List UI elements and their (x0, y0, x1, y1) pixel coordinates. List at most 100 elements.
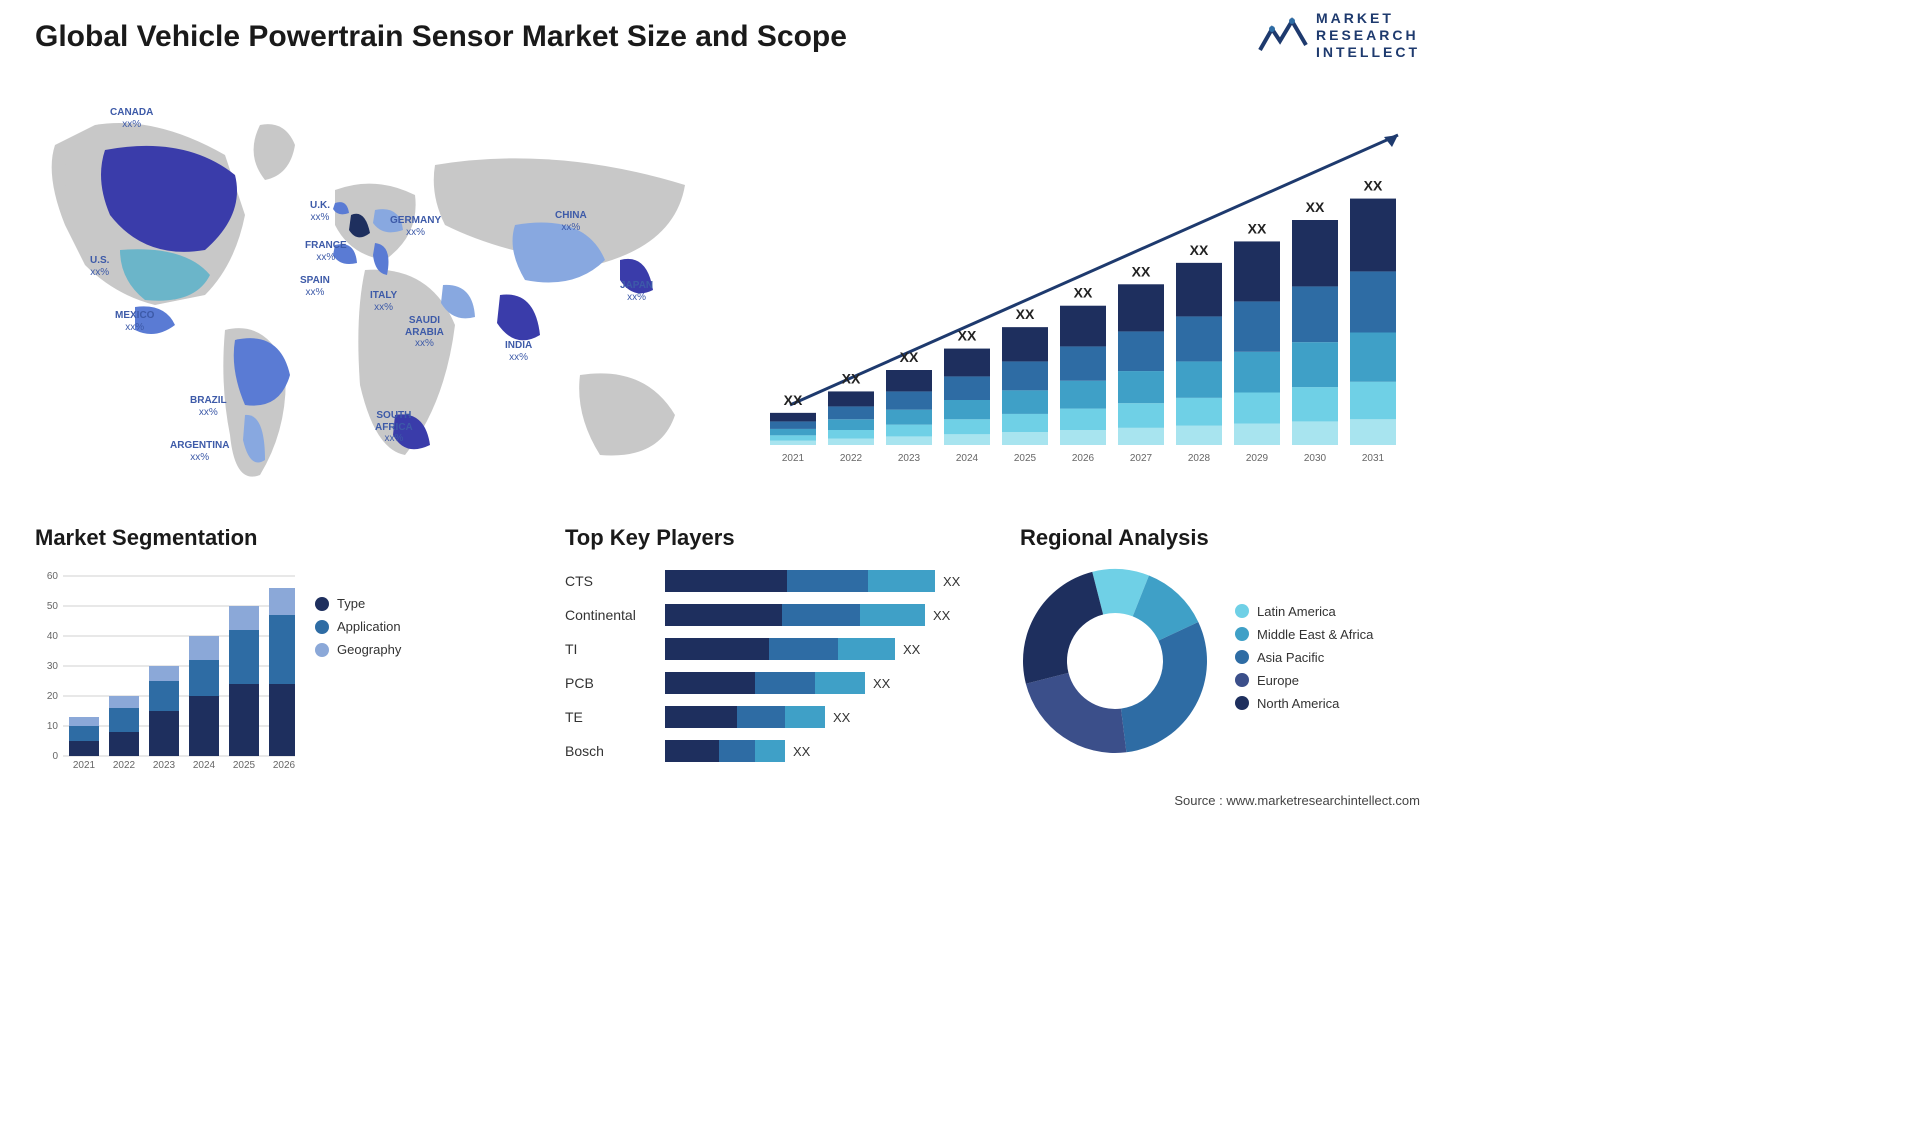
svg-text:60: 60 (47, 571, 59, 582)
map-label-canada: CANADAxx% (110, 107, 153, 130)
svg-text:2031: 2031 (1362, 453, 1385, 464)
map-label-brazil: BRAZILxx% (190, 395, 227, 418)
seg-legend-geography: Geography (315, 642, 401, 657)
player-bar (665, 672, 865, 694)
map-label-china: CHINAxx% (555, 210, 587, 233)
region-legend-europe: Europe (1235, 673, 1420, 688)
player-bar (665, 638, 895, 660)
svg-text:10: 10 (47, 721, 59, 732)
svg-text:XX: XX (1132, 263, 1151, 279)
regional-donut (1020, 566, 1210, 756)
svg-text:2026: 2026 (273, 760, 295, 771)
svg-text:2023: 2023 (153, 760, 176, 771)
player-row-bosch: Bosch XX (565, 736, 995, 766)
player-row-ti: TI XX (565, 634, 995, 664)
region-legend-latin-america: Latin America (1235, 604, 1420, 619)
svg-text:2030: 2030 (1304, 453, 1327, 464)
player-label: PCB (565, 675, 665, 691)
page-title: Global Vehicle Powertrain Sensor Market … (35, 20, 847, 54)
svg-text:XX: XX (1364, 178, 1383, 194)
svg-text:2026: 2026 (1072, 453, 1095, 464)
segmentation-chart: 0102030405060202120222023202420252026 (35, 566, 295, 776)
region-legend-asia-pacific: Asia Pacific (1235, 650, 1420, 665)
player-bar (665, 570, 935, 592)
svg-text:0: 0 (52, 751, 58, 762)
forecast-chart: 2021 XX 2022 XX 2023 XX 2024 XX 2025 XX 2026 XX 2027… (760, 95, 1420, 485)
logo-line3: INTELLECT (1316, 44, 1420, 61)
legend-dot-icon (315, 643, 329, 657)
player-label: TI (565, 641, 665, 657)
svg-text:2024: 2024 (193, 760, 216, 771)
svg-text:2021: 2021 (782, 453, 805, 464)
map-label-spain: SPAINxx% (300, 275, 330, 298)
map-svg (35, 95, 695, 495)
svg-text:20: 20 (47, 691, 59, 702)
player-label: Continental (565, 607, 665, 623)
svg-text:2029: 2029 (1246, 453, 1269, 464)
seg-legend-type: Type (315, 596, 401, 611)
source-label: Source : www.marketresearchintellect.com (1174, 793, 1420, 808)
svg-text:2022: 2022 (840, 453, 863, 464)
player-row-cts: CTSXX (565, 566, 995, 596)
players-panel: Top Key Players CTSXXContinentalXXTIXXPC… (565, 525, 995, 785)
map-label-india: INDIAxx% (505, 340, 532, 363)
segmentation-panel: Market Segmentation 01020304050602021202… (35, 525, 495, 785)
player-value: XX (873, 676, 890, 691)
legend-dot-icon (1235, 650, 1249, 664)
map-label-mexico: MEXICOxx% (115, 310, 154, 333)
svg-text:2027: 2027 (1130, 453, 1153, 464)
legend-dot-icon (1235, 627, 1249, 641)
region-legend-middle-east-africa: Middle East & Africa (1235, 627, 1420, 642)
svg-text:XX: XX (1016, 306, 1035, 322)
svg-text:XX: XX (900, 349, 919, 365)
svg-text:2024: 2024 (956, 453, 979, 464)
player-row-te: TE XX (565, 702, 995, 732)
regional-panel: Regional Analysis Latin AmericaMiddle Ea… (1020, 525, 1420, 785)
player-label: TE (565, 709, 665, 725)
legend-dot-icon (1235, 673, 1249, 687)
svg-text:2025: 2025 (1014, 453, 1037, 464)
seg-legend-application: Application (315, 619, 401, 634)
player-value: XX (903, 642, 920, 657)
player-bar (665, 604, 925, 626)
svg-text:2022: 2022 (113, 760, 136, 771)
svg-text:40: 40 (47, 631, 59, 642)
logo-line2: RESEARCH (1316, 27, 1420, 44)
map-label-argentina: ARGENTINAxx% (170, 440, 229, 463)
brand-logo: MARKET RESEARCH INTELLECT (1258, 10, 1420, 60)
map-label-germany: GERMANYxx% (390, 215, 441, 238)
svg-text:2028: 2028 (1188, 453, 1211, 464)
map-label-japan: JAPANxx% (620, 280, 653, 303)
player-value: XX (793, 744, 810, 759)
svg-text:30: 30 (47, 661, 59, 672)
region-legend-north-america: North America (1235, 696, 1420, 711)
players-chart: CTSXX Continental XX TI XX PCB XX TE XX Bosch XX (565, 566, 995, 766)
segmentation-title: Market Segmentation (35, 525, 495, 551)
svg-text:2025: 2025 (233, 760, 256, 771)
map-label-saudi-arabia: SAUDIARABIAxx% (405, 315, 444, 350)
logo-line1: MARKET (1316, 10, 1420, 27)
segmentation-legend: Type Application Geography (315, 566, 401, 776)
svg-text:XX: XX (784, 392, 803, 408)
svg-text:XX: XX (958, 328, 977, 344)
world-map: CANADAxx% U.S.xx% MEXICOxx% BRAZILxx% ARGENT… (35, 95, 695, 495)
regional-legend: Latin America Middle East & Africa Asia Pa… (1235, 604, 1420, 719)
map-label-italy: ITALYxx% (370, 290, 397, 313)
legend-dot-icon (1235, 604, 1249, 618)
legend-dot-icon (315, 620, 329, 634)
map-label-u-k-: U.K.xx% (310, 200, 330, 223)
legend-dot-icon (315, 597, 329, 611)
player-row-continental: Continental XX (565, 600, 995, 630)
player-value: XX (933, 608, 950, 623)
player-row-pcb: PCB XX (565, 668, 995, 698)
player-bar (665, 740, 785, 762)
player-value: XX (943, 574, 960, 589)
player-bar (665, 706, 825, 728)
svg-text:2023: 2023 (898, 453, 921, 464)
legend-dot-icon (1235, 696, 1249, 710)
map-label-u-s-: U.S.xx% (90, 255, 109, 278)
player-value: XX (833, 710, 850, 725)
svg-text:XX: XX (1074, 285, 1093, 301)
svg-text:XX: XX (1190, 242, 1209, 258)
player-label: Bosch (565, 743, 665, 759)
